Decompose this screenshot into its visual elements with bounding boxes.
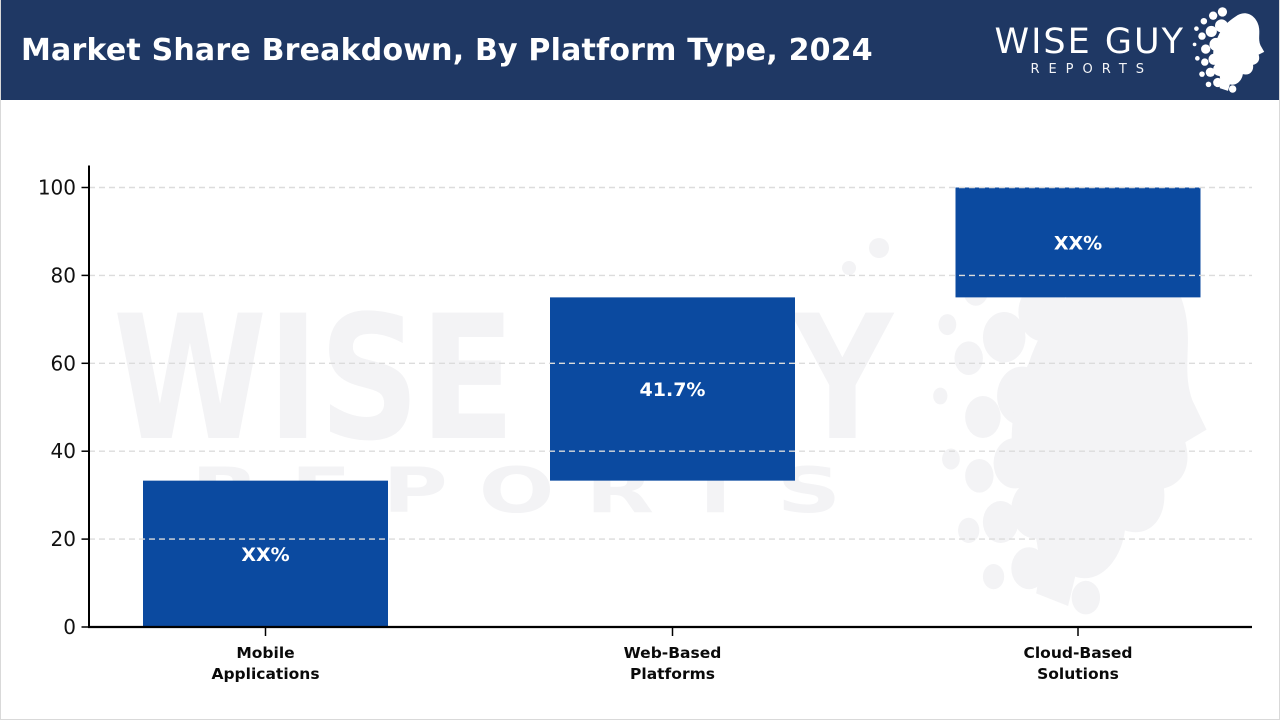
logo-brand: WISE GUY — [994, 22, 1185, 62]
bar-value-label: 41.7% — [640, 379, 706, 401]
x-category-label: Solutions — [1037, 665, 1119, 683]
x-category-label: Platforms — [630, 665, 715, 683]
x-category-label: Mobile — [236, 644, 294, 662]
y-tick-label: 100 — [38, 176, 76, 200]
labels-layer: XX% Mobile Applications 41.7% Web-Based Platf… — [38, 176, 1133, 684]
x-category-label: Applications — [211, 665, 319, 683]
bar-value-label: XX% — [241, 544, 289, 566]
y-tick-label: 40 — [51, 439, 76, 463]
logo-text: WISE GUY REPORTS — [994, 23, 1185, 77]
watermark-dot — [869, 238, 889, 258]
y-tick-label: 80 — [51, 263, 76, 287]
logo-head-icon — [1192, 7, 1265, 93]
axes-layer — [81, 165, 1252, 636]
bar-segment — [143, 480, 388, 627]
y-tick-label: 60 — [51, 351, 76, 375]
header-bar: Market Share Breakdown, By Platform Type… — [1, 0, 1279, 100]
bars-layer — [143, 187, 1201, 627]
y-tick-label: 20 — [51, 527, 76, 551]
bar-value-label: XX% — [1054, 232, 1102, 254]
bar-segment — [550, 297, 795, 481]
chart-title: Market Share Breakdown, By Platform Type… — [21, 32, 873, 68]
bar-segment — [955, 187, 1201, 298]
x-category-label: Cloud-Based — [1023, 644, 1132, 662]
watermark-dot — [842, 261, 856, 275]
y-tick-label: 0 — [63, 615, 76, 639]
wise-guy-reports-logo: WISE GUY REPORTS — [994, 6, 1267, 94]
x-category-label: Web-Based — [624, 644, 722, 662]
logo-sub: REPORTS — [1030, 62, 1154, 77]
grid-layer — [89, 186, 1252, 540]
